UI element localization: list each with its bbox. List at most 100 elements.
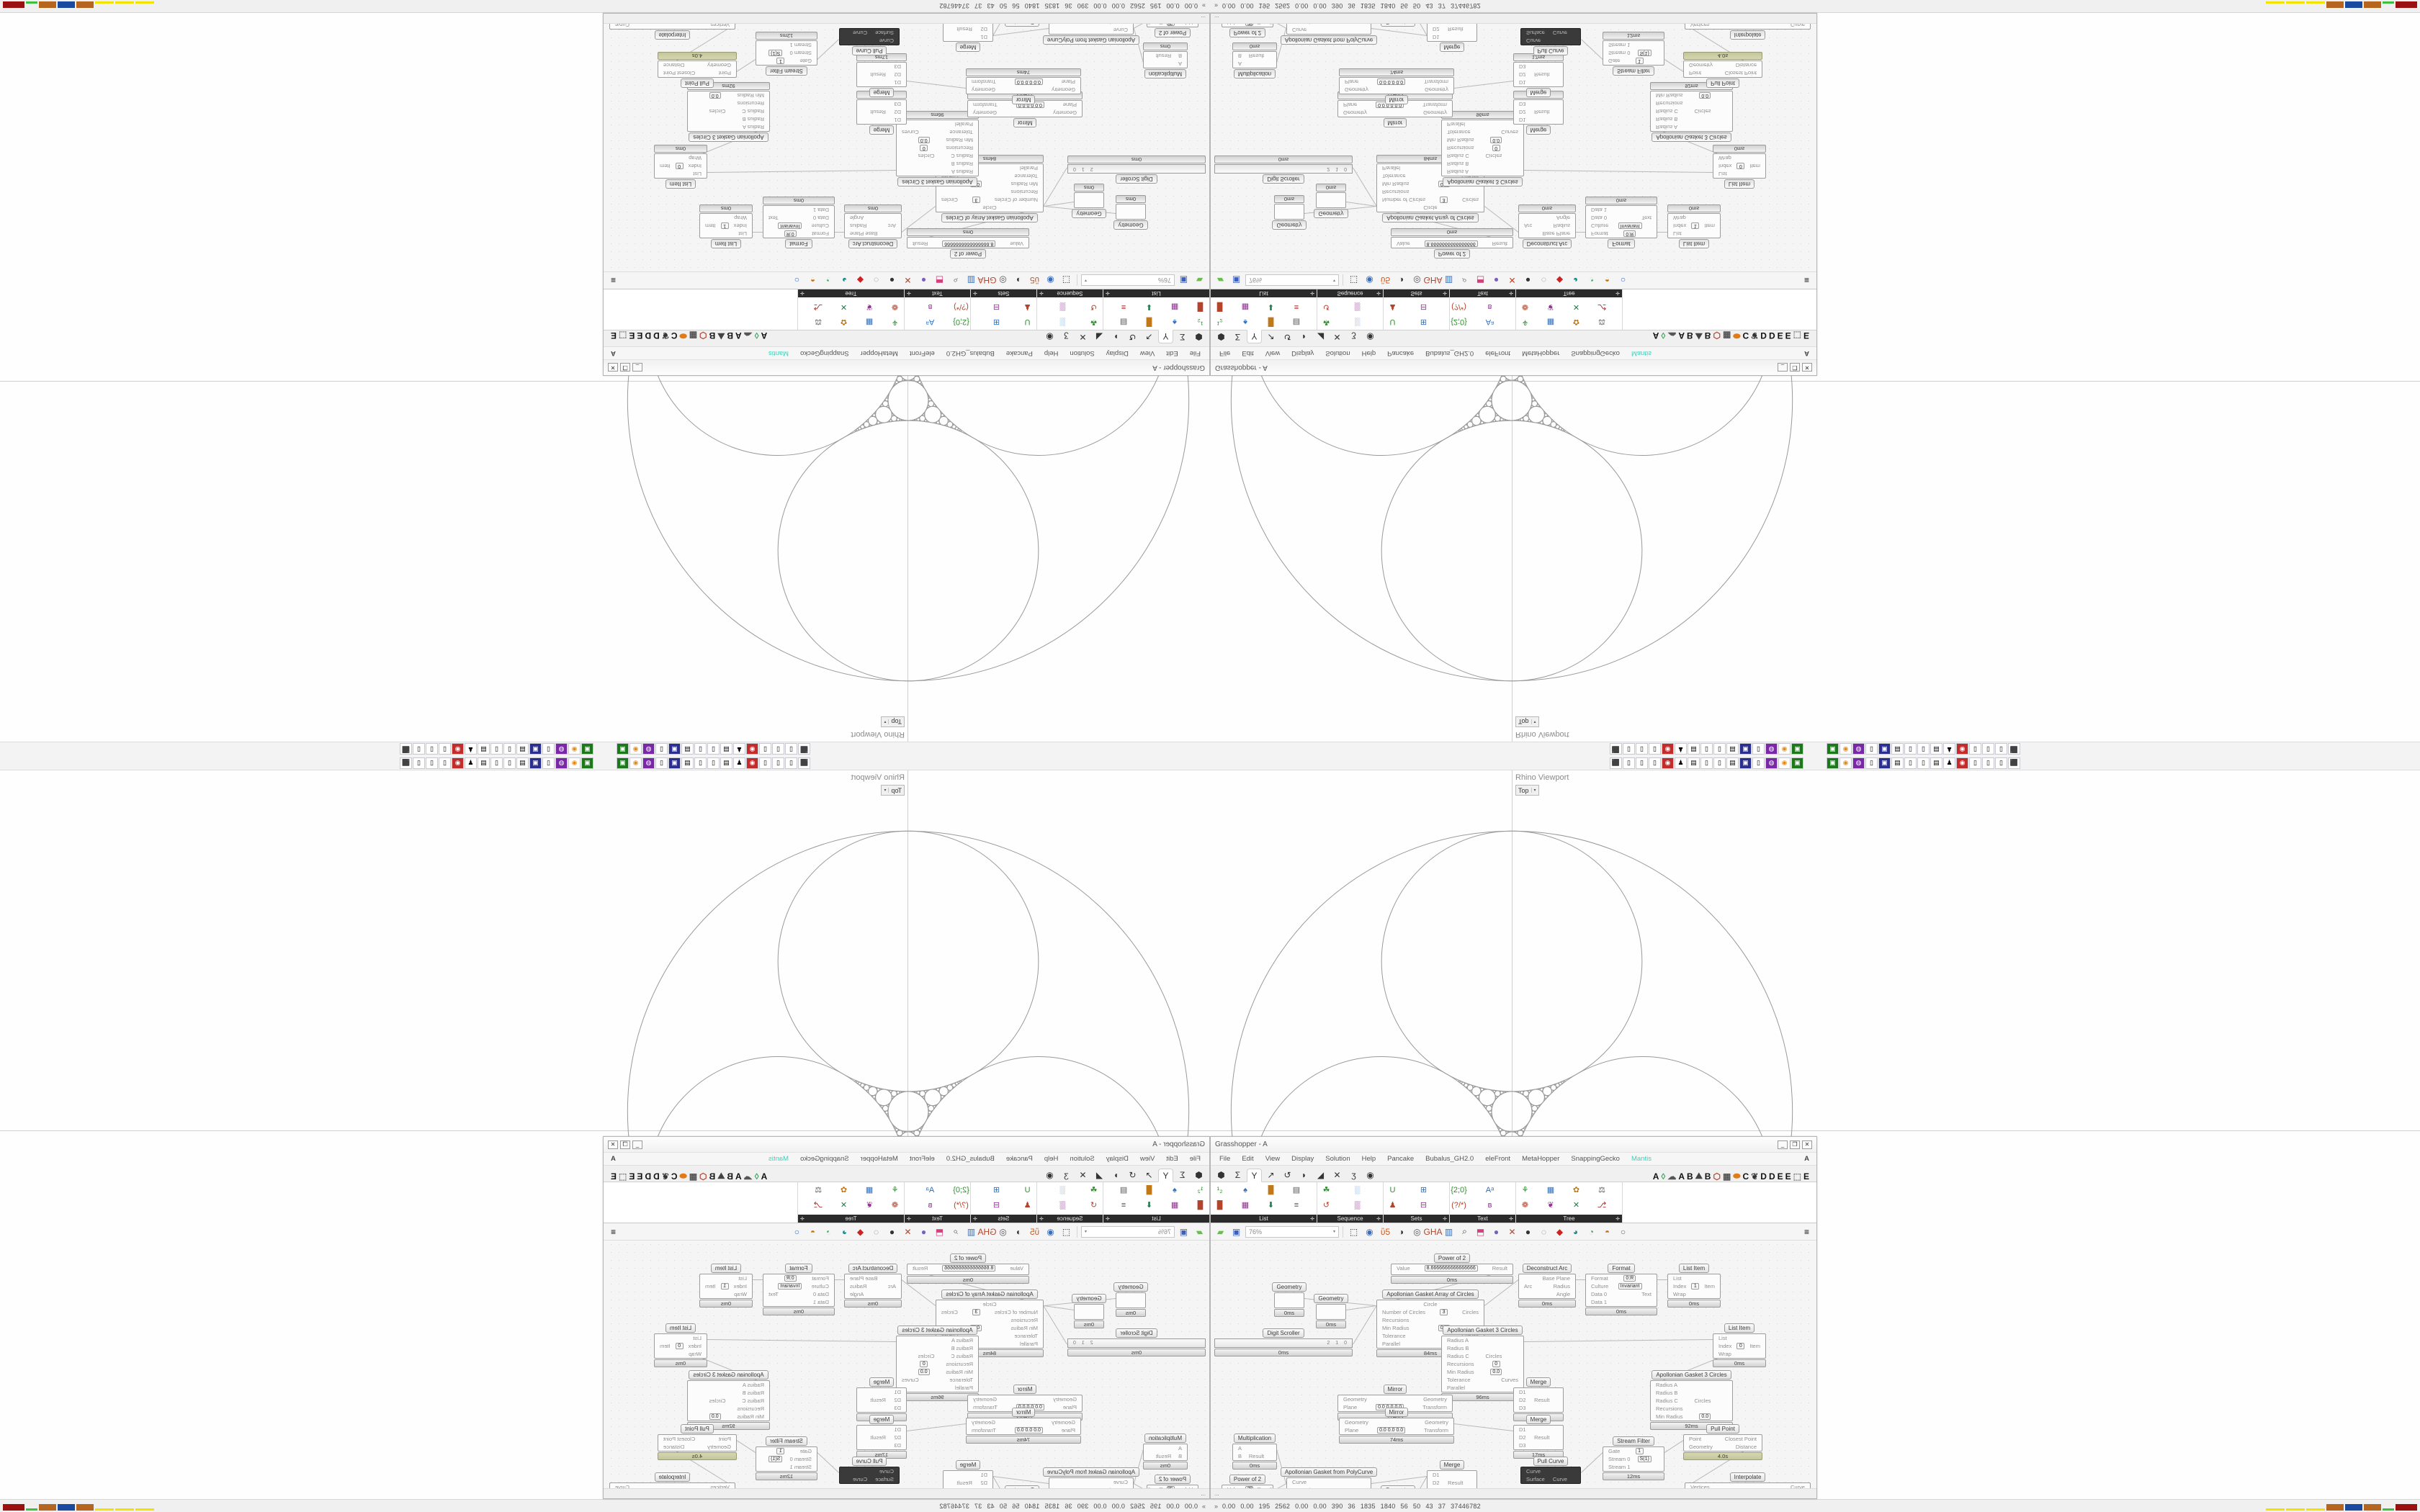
rhino-tool-icon[interactable]: ▤ [1688,743,1700,755]
component-icon[interactable]: ↺ [1322,302,1330,311]
ribbon-group-tree[interactable]: ⚘ ❁ ▦ ❦ ✿ ✕ ⚖ ⎇ Tree ✛ [1516,1182,1623,1223]
component-param-row[interactable]: Radius A [897,1336,978,1344]
component-icon[interactable]: ▦ [1170,302,1179,311]
rhino-tool-icon[interactable]: ⬛ [1610,743,1622,755]
ribbon-addon-icon[interactable]: ◊ [1661,1171,1666,1182]
quadrant-top-right[interactable]: ⬛ ▯ ▯ ▯ ◉ ♟ ▤ ▯ ▯ ▤ ▣ ▯ ◍ ◉ ▣ [1210,0,2420,756]
canvas-tool-icon[interactable]: ⌕ [953,276,958,286]
rhino-tool-icon[interactable]: ▣ [1739,757,1752,769]
tab-vector-tab[interactable]: ↗ [1145,332,1153,343]
canvas-tool-icon[interactable]: ⬚ [1349,275,1358,286]
component-icon[interactable]: ¹₂ [1197,1186,1204,1194]
param-value[interactable]: S(1) [1637,50,1652,56]
component-icon[interactable]: U [1024,318,1031,326]
rhino-tool-icon[interactable]: ▤ [720,757,732,769]
param-value[interactable]: 1 [776,58,785,64]
canvas-tool-icon[interactable]: ὒ5 [1380,1226,1391,1237]
menu-bar[interactable]: File Edit View Display Solution Help Pancake Bu… [1211,346,1816,359]
tab-sets-tab[interactable]: Υ [1247,330,1262,343]
component-icon[interactable]: (?/*) [954,1201,969,1210]
gh-component[interactable]: List Item List Index 1 Item Wrap 0ms [699,1264,753,1308]
component-param-row[interactable]: Data 1 [763,1298,834,1306]
menu-item-file[interactable]: File [1219,1155,1231,1163]
ribbon-group-icons[interactable]: ☘ ↺ ░ ▒ [1037,1182,1103,1215]
ribbon-tab-bar[interactable]: ⬢ Σ Υ ↗ ↺ ◗ ◢ ✕ ʒ ◉ A ◊ ☁ A B ⛰ B ⬡ ▦ ⬬ C ❦ D D E E ⬚ E [604,330,1209,346]
canvas-tool-icon[interactable]: ◎ [1413,1226,1421,1237]
component-icon[interactable]: ❁ [891,302,899,311]
rhino-tool-icon[interactable]: ▣ [581,757,593,769]
rhino-tool-icon[interactable]: ◉ [568,757,581,769]
menu-item-solution[interactable]: Solution [1325,1155,1350,1163]
menu-item-help[interactable]: Help [1361,1155,1376,1163]
rhino-toolbar-strip[interactable]: ⬛ ▯ ▯ ▯ ◉ ♟ ▤ ▯ ▯ ▤ ▣ ▯ ◍ ◉ ▣ [1210,742,2420,756]
component-param-row[interactable]: Radius B [897,160,978,168]
ribbon-addon-icon[interactable]: A [1678,1171,1685,1182]
ribbon-group-tree[interactable]: ⚘ ❁ ▦ ❦ ✿ ✕ ⚖ ⎇ Tree ✛ [797,1182,904,1223]
component-param-row[interactable]: Wrap [1668,1290,1720,1298]
gh-component[interactable]: InterpolateVerticesCurveDegree3LengthPer… [609,1472,735,1488]
component-param-row[interactable]: Stream 0 S(1) [756,49,817,57]
canvas-tool-icon[interactable]: ὒ5 [1029,1226,1040,1237]
tab-display-tab[interactable]: ◉ [1366,1169,1374,1180]
component-icon[interactable]: ⊞ [1420,318,1428,326]
component-param-row[interactable]: List [1713,170,1765,178]
component-param-row[interactable]: List [655,170,707,178]
gh-component[interactable]: Geometry4ms [1381,24,1415,27]
gh-component[interactable]: Multiplication A B Result 0ms [1143,1434,1188,1470]
component-param-row[interactable]: Radius B [1442,160,1523,168]
gh-component[interactable]: Apollonian Gasket 3 Circles Radius A Radiu… [896,111,979,186]
gh-component[interactable]: Power of 2 Value 8.6666666666666666 Result 0… [907,228,1029,258]
component-param-row[interactable]: A [1144,1444,1187,1452]
canvas-tool-icon[interactable]: ὒ5 [1380,275,1391,286]
canvas-tool-icon[interactable]: ◉ [1047,1226,1054,1237]
component-icon[interactable]: ʙ [1487,1201,1492,1210]
gh-component[interactable]: Format Format 0:R Culture Invariant Data 0 Tex… [763,197,835,248]
component-icon[interactable]: ▐▌ [1194,1201,1206,1210]
component-param-row[interactable]: Data 0 Text [763,214,834,222]
menu-item-solution[interactable]: Solution [1325,349,1350,357]
canvas-tool-icon[interactable]: ◎ [999,275,1007,286]
component-param-row[interactable]: Radius A [1651,123,1732,131]
grasshopper-window[interactable]: Grasshopper - A _ ❐ ✕ File Edit View Displa… [1210,13,1817,376]
component-icon[interactable]: ✿ [1572,318,1580,326]
ribbon-addon-icon[interactable]: C [671,330,678,341]
component-param-row[interactable]: Radius A [688,1381,769,1389]
rhino-toolbar-strip[interactable]: ⬛ ▯ ▯ ▯ ◉ ♟ ▤ ▯ ▯ ▤ ▣ ▯ ◍ ◉ ▣ [0,742,1210,756]
chevron-down-icon[interactable]: ▾ [1085,278,1088,282]
gh-component[interactable]: MergeD1D2ResultD321ms [856,91,907,135]
open-file-icon[interactable]: ▰ [1216,275,1224,286]
tab-intersect-tab[interactable]: ✕ [1079,332,1087,343]
rhino-tool-icon[interactable]: ◉ [452,757,464,769]
rhino-tool-icon[interactable]: ▤ [681,757,694,769]
rhino-tool-icon[interactable]: ▯ [1752,743,1765,755]
component-body[interactable]: Gate 1 Stream 0 S(1) Stream 1 [1603,40,1664,66]
ribbon-group-list[interactable]: ¹₂ ▐▌ ♠ ▦ █ ⬇ ▤ ≡ List ✛ [1103,1182,1209,1223]
rhino-tool-icon[interactable]: ▤ [1688,757,1700,769]
component-icon[interactable]: ↺ [1322,1201,1330,1210]
rhino-toolbar-group-right[interactable]: ▣ ◉ ◍ ▯ ▣ ▤ ▯ ▯ ▤ ♟ ◉ ▯ ▯ ▯ ⬛ [1815,743,2032,755]
component-icon[interactable]: ⎇ [1597,1201,1607,1210]
gh-component[interactable]: Power of 2 Value 8.6666666666666666 Result 0… [1391,228,1513,258]
component-param-row[interactable]: Geometry Geometry [967,1418,1080,1426]
ribbon-addon-icon[interactable]: D [645,1171,652,1182]
gh-component[interactable]: Geometry 0ms [1113,195,1148,230]
component-param-row[interactable]: Stream 0 S(1) [1603,49,1664,57]
component-icon[interactable]: ⎇ [1597,302,1607,311]
component-body[interactable]: A B Result [1232,51,1277,68]
ribbon-tabs-right[interactable]: A ◊ ☁ A B ⛰ B ⬡ ▦ ⬬ C ❦ D D E E ⬚ E [606,330,767,342]
component-param-row[interactable]: Curve [1049,26,1133,34]
rhino-tool-icon[interactable]: ▯ [1969,757,1981,769]
ribbon-addon-icon[interactable]: ⬬ [1733,1171,1741,1181]
close-button[interactable]: ✕ [1802,1140,1812,1149]
ribbon-addon-icon[interactable]: D [653,1171,660,1182]
rhino-tool-icon[interactable]: ♟ [465,757,477,769]
component-param-row[interactable]: D2 Result [857,1434,906,1441]
ribbon-addon-icon[interactable]: A [1652,330,1659,341]
component-param-row[interactable]: Vertices Curve [610,1483,735,1488]
component-icon[interactable]: ♟ [1389,302,1397,311]
ribbon-addon-icon[interactable]: B [709,330,716,341]
